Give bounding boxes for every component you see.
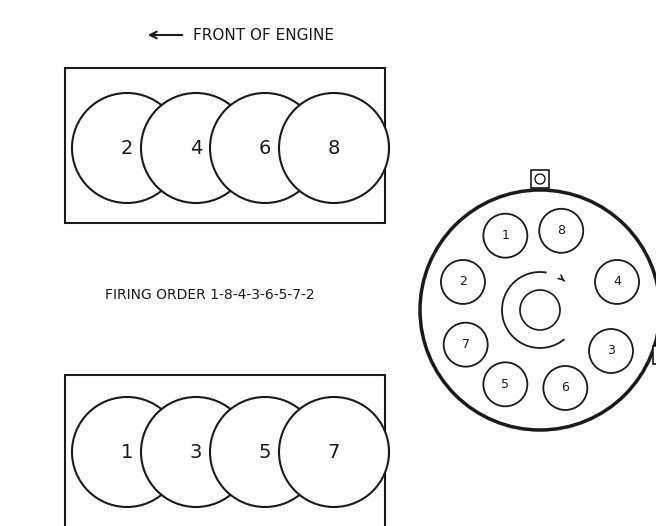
Circle shape [279, 93, 389, 203]
Text: 4: 4 [190, 138, 202, 157]
Circle shape [483, 214, 527, 258]
Text: 6: 6 [562, 381, 569, 394]
Text: 5: 5 [258, 442, 271, 461]
Text: FIRING ORDER 1-8-4-3-6-5-7-2: FIRING ORDER 1-8-4-3-6-5-7-2 [105, 288, 315, 302]
Bar [65, 68, 385, 223]
Text: FRONT OF ENGINE: FRONT OF ENGINE [193, 27, 334, 43]
Text: 6: 6 [259, 138, 271, 157]
Circle shape [441, 260, 485, 304]
Text: 4: 4 [613, 276, 621, 288]
Bar [65, 375, 385, 526]
Circle shape [210, 397, 320, 507]
Circle shape [210, 93, 320, 203]
Bar [653, 346, 656, 364]
Text: 8: 8 [557, 224, 565, 237]
Text: 8: 8 [328, 138, 340, 157]
Circle shape [535, 174, 545, 184]
Text: 3: 3 [190, 442, 202, 461]
Circle shape [543, 366, 587, 410]
Text: 5: 5 [501, 378, 509, 391]
Circle shape [72, 397, 182, 507]
Circle shape [141, 397, 251, 507]
Circle shape [443, 322, 487, 367]
Circle shape [420, 190, 656, 430]
Text: 3: 3 [607, 345, 615, 358]
Bar [531, 170, 549, 188]
Circle shape [483, 362, 527, 406]
Text: 7: 7 [328, 442, 340, 461]
Circle shape [141, 93, 251, 203]
Text: 1: 1 [501, 229, 509, 242]
Text: 2: 2 [459, 276, 467, 288]
Circle shape [520, 290, 560, 330]
Circle shape [595, 260, 639, 304]
Text: 7: 7 [462, 338, 470, 351]
Circle shape [589, 329, 633, 373]
Circle shape [72, 93, 182, 203]
Text: 1: 1 [121, 442, 133, 461]
Circle shape [279, 397, 389, 507]
Text: 2: 2 [121, 138, 133, 157]
Circle shape [539, 209, 583, 253]
